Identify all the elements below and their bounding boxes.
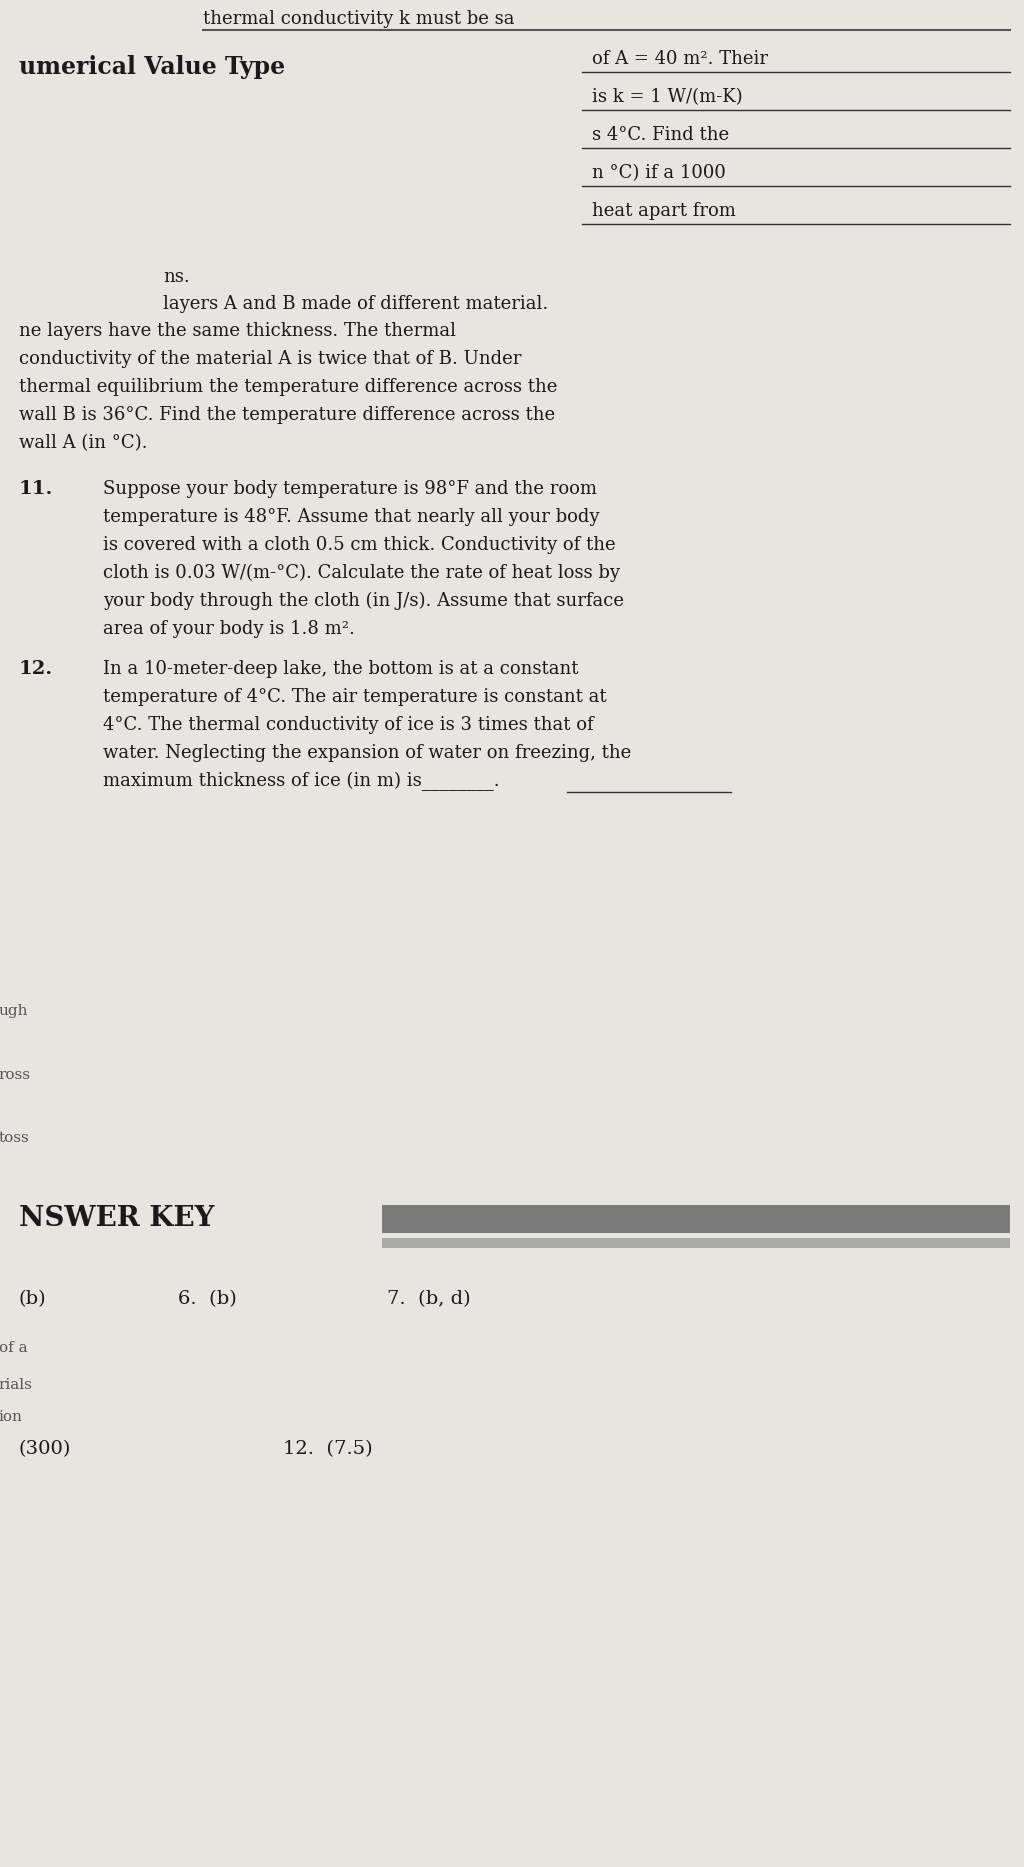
Text: (b): (b): [18, 1290, 46, 1309]
Text: thermal conductivity k must be sa: thermal conductivity k must be sa: [203, 9, 515, 28]
Text: your body through the cloth (in J/s). Assume that surface: your body through the cloth (in J/s). As…: [103, 592, 625, 611]
Text: (300): (300): [18, 1439, 72, 1458]
Text: 12.  (7.5): 12. (7.5): [283, 1439, 373, 1458]
Text: cloth is 0.03 W/(m-°C). Calculate the rate of heat loss by: cloth is 0.03 W/(m-°C). Calculate the ra…: [103, 564, 621, 583]
Text: Suppose your body temperature is 98°F and the room: Suppose your body temperature is 98°F an…: [103, 480, 597, 498]
Text: maximum thickness of ice (in m) is________.: maximum thickness of ice (in m) is______…: [103, 771, 500, 792]
Text: is k = 1 W/(m-K): is k = 1 W/(m-K): [592, 88, 742, 106]
Text: wall B is 36°C. Find the temperature difference across the: wall B is 36°C. Find the temperature dif…: [18, 405, 555, 424]
Text: ns.: ns.: [163, 269, 190, 286]
Text: ion: ion: [0, 1410, 23, 1423]
Text: temperature of 4°C. The air temperature is constant at: temperature of 4°C. The air temperature …: [103, 689, 607, 706]
Text: 7.  (b, d): 7. (b, d): [387, 1290, 471, 1309]
Text: area of your body is 1.8 m².: area of your body is 1.8 m².: [103, 620, 355, 639]
Text: 12.: 12.: [18, 661, 53, 678]
Text: toss: toss: [0, 1131, 30, 1144]
Text: heat apart from: heat apart from: [592, 202, 735, 220]
Text: n °C) if a 1000: n °C) if a 1000: [592, 164, 726, 181]
Text: layers A and B made of different material.: layers A and B made of different materia…: [163, 295, 549, 314]
Text: s 4°C. Find the: s 4°C. Find the: [592, 125, 729, 144]
Bar: [382, 1204, 1010, 1232]
Text: ne layers have the same thickness. The thermal: ne layers have the same thickness. The t…: [18, 321, 456, 340]
Text: In a 10-meter-deep lake, the bottom is at a constant: In a 10-meter-deep lake, the bottom is a…: [103, 661, 579, 678]
Text: conductivity of the material A is twice that of B. Under: conductivity of the material A is twice …: [18, 349, 521, 368]
Text: umerical Value Type: umerical Value Type: [18, 54, 285, 78]
Text: thermal equilibrium the temperature difference across the: thermal equilibrium the temperature diff…: [18, 377, 557, 396]
Text: is covered with a cloth 0.5 cm thick. Conductivity of the: is covered with a cloth 0.5 cm thick. Co…: [103, 536, 616, 554]
Text: ugh: ugh: [0, 1004, 29, 1018]
Text: temperature is 48°F. Assume that nearly all your body: temperature is 48°F. Assume that nearly …: [103, 508, 600, 526]
Text: rials: rials: [0, 1378, 33, 1391]
Text: 4°C. The thermal conductivity of ice is 3 times that of: 4°C. The thermal conductivity of ice is …: [103, 717, 594, 734]
Text: 11.: 11.: [18, 480, 53, 498]
Text: ross: ross: [0, 1068, 31, 1081]
Text: NSWER KEY: NSWER KEY: [18, 1204, 214, 1232]
Bar: [382, 1238, 1010, 1247]
Text: of a: of a: [0, 1341, 28, 1354]
Text: 6.  (b): 6. (b): [178, 1290, 237, 1309]
Text: of A = 40 m². Their: of A = 40 m². Their: [592, 50, 768, 67]
Text: wall A (in °C).: wall A (in °C).: [18, 433, 147, 452]
Text: water. Neglecting the expansion of water on freezing, the: water. Neglecting the expansion of water…: [103, 745, 632, 762]
